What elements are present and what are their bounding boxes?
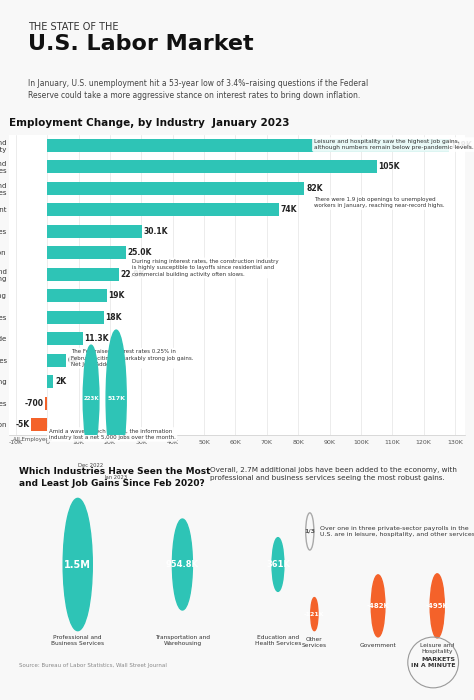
Text: 105K: 105K: [378, 162, 400, 172]
Bar: [47, 268, 119, 281]
Bar: [47, 246, 126, 259]
Text: 517K: 517K: [107, 396, 125, 401]
Text: 954.8K: 954.8K: [166, 560, 199, 569]
Circle shape: [83, 345, 99, 452]
Text: 74K: 74K: [281, 205, 297, 214]
Bar: [45, 397, 47, 410]
Text: 2K: 2K: [55, 377, 66, 386]
Circle shape: [430, 574, 444, 638]
Bar: [47, 332, 82, 345]
Circle shape: [63, 498, 92, 631]
Text: In January, U.S. unemployment hit a 53-year low of 3.4%–raising questions if the: In January, U.S. unemployment hit a 53-y…: [27, 79, 368, 100]
Text: During rising interest rates, the construction industry
is highly susceptible to: During rising interest rates, the constr…: [132, 259, 279, 276]
Bar: [47, 182, 304, 195]
Bar: [47, 204, 279, 216]
Circle shape: [371, 575, 385, 637]
Text: Dec 2022: Dec 2022: [79, 463, 104, 468]
Text: 11.3K: 11.3K: [84, 334, 109, 343]
Bar: [47, 225, 142, 238]
Text: Leisure and
Hospitality: Leisure and Hospitality: [420, 643, 455, 655]
Bar: [47, 289, 107, 302]
Bar: [47, 311, 104, 323]
Bar: [47, 139, 449, 152]
Text: 6K: 6K: [67, 356, 79, 365]
Circle shape: [106, 330, 126, 468]
Circle shape: [173, 519, 192, 610]
Text: 1/3: 1/3: [304, 529, 315, 534]
Text: Which Industries Have Seen the Most
and Least Job Gains Since Feb 2020?: Which Industries Have Seen the Most and …: [18, 468, 210, 488]
Text: 22.9K: 22.9K: [120, 270, 145, 279]
Text: The Fed raised interest rates 0.25% in
February citing remarkably strong job gai: The Fed raised interest rates 0.25% in F…: [71, 349, 193, 367]
Bar: [47, 375, 54, 388]
Text: 128K: 128K: [450, 141, 472, 150]
Bar: [47, 354, 66, 367]
Text: Source: Bureau of Labor Statistics, Wall Street Journal: Source: Bureau of Labor Statistics, Wall…: [18, 663, 166, 668]
Text: Government: Government: [360, 643, 396, 648]
Text: -482K: -482K: [366, 603, 390, 609]
Text: Jan 2023: Jan 2023: [105, 475, 128, 480]
Text: Professional and
Business Services: Professional and Business Services: [51, 635, 104, 646]
Text: U.S. Labor Market: U.S. Labor Market: [27, 34, 253, 55]
Text: Other
Services: Other Services: [302, 637, 327, 648]
Text: Over one in three private-sector payrolls in the
U.S. are in leisure, hospitalit: Over one in three private-sector payroll…: [320, 526, 474, 537]
Text: -495K: -495K: [426, 603, 449, 609]
Text: Overall, 2.7M additional jobs have been added to the economy, with
professional : Overall, 2.7M additional jobs have been …: [210, 468, 456, 482]
Text: Employment Change, by Industry  January 2023: Employment Change, by Industry January 2…: [9, 118, 290, 128]
Text: Leisure and hospitality saw the highest job gains,
although numbers remain below: Leisure and hospitality saw the highest …: [314, 139, 474, 150]
Text: Education and
Health Services: Education and Health Services: [255, 635, 301, 646]
Text: -5K: -5K: [16, 420, 30, 429]
Circle shape: [311, 598, 318, 631]
Text: 30.1K: 30.1K: [143, 227, 168, 236]
Text: -700: -700: [24, 398, 44, 407]
Text: 361K: 361K: [266, 560, 290, 569]
Text: Amid a wave of tech layoffs, the information
industry lost a net 5,000 jobs over: Amid a wave of tech layoffs, the informa…: [49, 429, 175, 440]
Text: 1.5M: 1.5M: [64, 559, 91, 570]
Text: All Employees: All Employees: [13, 437, 51, 442]
Text: THE STATE OF THE: THE STATE OF THE: [27, 22, 118, 32]
Text: There were 1.9 job openings to unemployed
workers in January, reaching near-reco: There were 1.9 job openings to unemploye…: [314, 197, 445, 208]
Text: 18K: 18K: [105, 313, 122, 322]
Text: 25.0K: 25.0K: [127, 248, 152, 258]
Text: 82K: 82K: [306, 184, 322, 193]
Circle shape: [272, 538, 284, 592]
Text: 223K: 223K: [83, 396, 99, 401]
Text: Transportation and
Warehousing: Transportation and Warehousing: [155, 635, 210, 646]
Text: 19K: 19K: [109, 291, 125, 300]
Text: MARKETS
IN A MINUTE: MARKETS IN A MINUTE: [411, 657, 456, 668]
Bar: [31, 418, 47, 431]
Bar: [47, 160, 377, 174]
Text: -121K: -121K: [304, 612, 325, 617]
